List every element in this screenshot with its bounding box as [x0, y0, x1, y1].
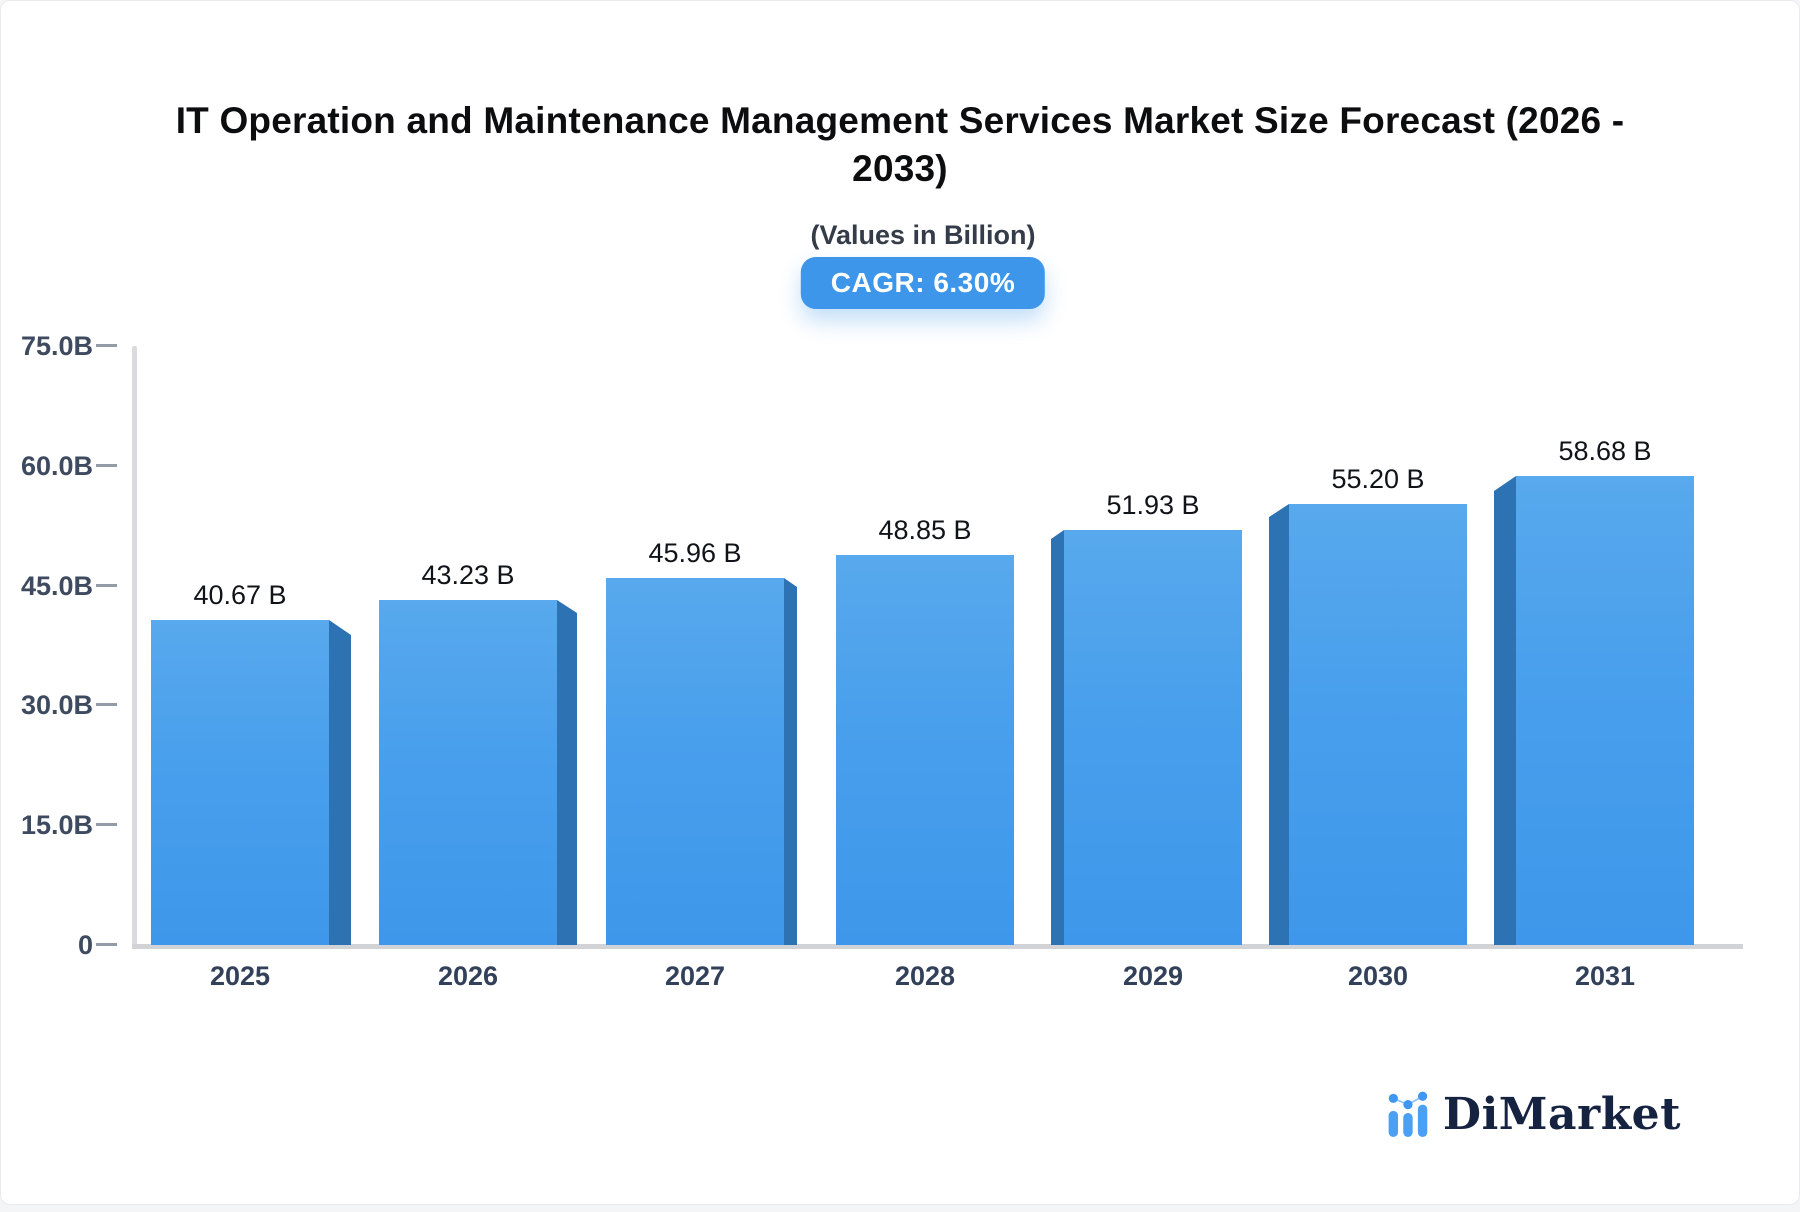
bar-2027: 45.96 B	[606, 346, 797, 945]
bar-face-2030	[1289, 504, 1467, 945]
y-axis-tick-label: 45.0B	[20, 571, 93, 601]
y-axis-tick-label: 30.0B	[20, 690, 93, 720]
brand-logo: DiMarket	[1388, 1091, 1681, 1137]
cagr-badge: CAGR: 6.30%	[800, 257, 1046, 309]
x-axis-label-2026: 2026	[437, 961, 499, 991]
y-axis-tick-mark	[96, 344, 117, 347]
chart-subtitle: (Values in Billion)	[810, 220, 1036, 250]
y-axis-tick-mark	[96, 463, 117, 467]
y-axis-tick-mark	[96, 703, 117, 707]
x-axis-label-2030: 2030	[1347, 961, 1409, 991]
bar-value-label-2026: 43.23 B	[421, 560, 515, 590]
y-axis-tick-label: 15.0B	[20, 810, 93, 840]
x-axis-label-2031: 2031	[1574, 961, 1636, 991]
x-axis-label-2029: 2029	[1122, 961, 1184, 991]
bar-2026: 43.23 B	[379, 346, 577, 945]
bar-side-shadow-2030	[1269, 504, 1289, 945]
bar-value-label-2030: 55.20 B	[1331, 464, 1425, 494]
bar-2029: 51.93 B	[1051, 346, 1242, 945]
y-axis-tick-label: 60.0B	[20, 451, 93, 481]
bar-2028: 48.85 B	[836, 346, 1014, 945]
y-axis-tick-label: 0	[77, 930, 93, 960]
bar-side-shadow-2029	[1051, 530, 1064, 945]
bar-side-shadow-2025	[329, 620, 351, 945]
bar-value-label-2029: 51.93 B	[1106, 490, 1200, 520]
bar-value-label-2025: 40.67 B	[193, 580, 287, 610]
bar-2031: 58.68 B	[1494, 346, 1694, 945]
bar-face-2025	[151, 620, 329, 945]
bar-face-2031	[1516, 476, 1694, 945]
bar-face-2027	[606, 578, 784, 945]
bar-2030: 55.20 B	[1269, 346, 1467, 945]
plot-area: 40.67 B 2025 43.23 B 2026 45.96 B 2027 48.85 B…	[96, 344, 1743, 991]
y-axis-labels: 75.0B 60.0B 45.0B 30.0B 15.0B 0	[1, 331, 93, 960]
bar-face-2026	[379, 600, 557, 945]
y-axis-line	[132, 346, 137, 945]
brand-name: DiMarket	[1442, 1089, 1681, 1140]
x-axis-label-2028: 2028	[894, 961, 956, 991]
bar-side-shadow-2031	[1494, 476, 1516, 945]
bar-value-label-2031: 58.68 B	[1558, 436, 1652, 466]
x-axis-label-2025: 2025	[209, 961, 271, 991]
dimarket-logo-icon	[1388, 1091, 1428, 1137]
y-axis-tick-mark	[96, 583, 117, 587]
bar-face-2029	[1064, 530, 1242, 945]
y-axis-tick-mark	[96, 823, 117, 827]
y-axis-tick-mark	[96, 943, 117, 946]
bar-side-shadow-2026	[557, 600, 577, 945]
chart-title: IT Operation and Maintenance Management …	[175, 100, 1625, 190]
bar-2025: 40.67 B	[151, 346, 351, 945]
y-axis-tick-label: 75.0B	[20, 331, 93, 361]
bar-value-label-2028: 48.85 B	[878, 515, 972, 545]
x-axis-label-2027: 2027	[664, 961, 726, 991]
bar-value-label-2027: 45.96 B	[648, 538, 742, 568]
x-axis-line	[132, 944, 1743, 949]
bar-side-shadow-2027	[784, 578, 797, 945]
bar-face-2028	[836, 555, 1014, 945]
